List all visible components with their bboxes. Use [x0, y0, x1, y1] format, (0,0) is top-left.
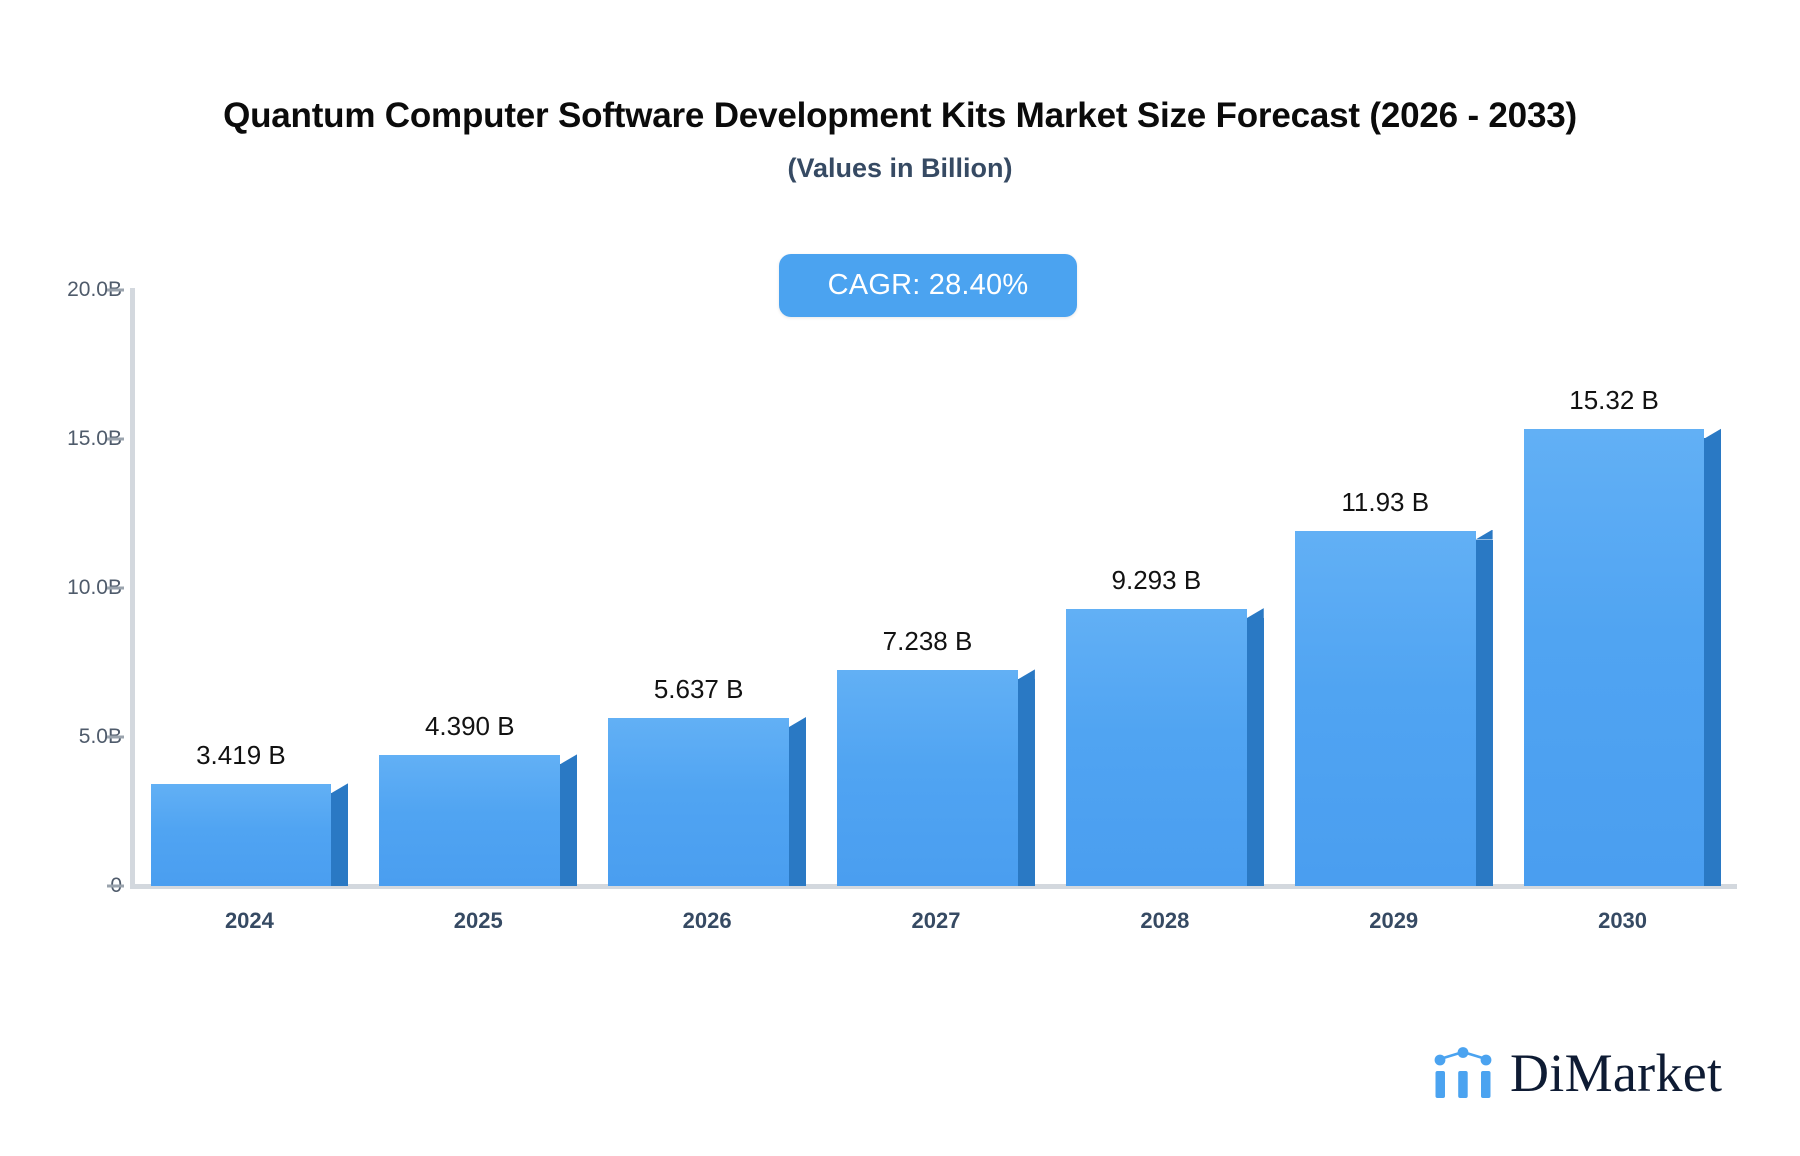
bar-2030[interactable]: 15.32 B [1523, 385, 1722, 886]
x-axis-label-2028: 2028 [1140, 908, 1190, 933]
bar-front-face [1523, 429, 1705, 886]
y-axis-tick-mark [107, 735, 124, 739]
bar-front-face [150, 784, 332, 886]
bar-side-bevel [1017, 669, 1035, 680]
bar-side-bevel [1704, 428, 1722, 439]
bar-2024[interactable]: 3.419 B [150, 740, 349, 886]
bar-front-face [1294, 530, 1476, 886]
bar-value-label: 9.293 B [1111, 565, 1202, 596]
x-axis-label-2027: 2027 [911, 908, 961, 933]
bar-2026[interactable]: 5.637 B [608, 674, 807, 886]
bar-2029[interactable]: 11.93 B [1294, 487, 1493, 886]
x-axis-label-2030: 2030 [1598, 908, 1648, 933]
x-axis-label-2024: 2024 [224, 908, 274, 933]
cagr-badge: CAGR: 28.40% [779, 254, 1077, 317]
bar-side-face [1704, 438, 1722, 886]
bar-2027[interactable]: 7.238 B [837, 626, 1035, 886]
brand-logo: DiMarket [1432, 1046, 1722, 1100]
y-axis-tick-label: 5.0B [78, 725, 122, 748]
y-axis-tick-label: 0 [0, 874, 122, 898]
bar-side-bevel [560, 754, 578, 765]
x-axis-line [130, 884, 1737, 889]
bar-front-face [837, 670, 1018, 886]
bar-value-label: 7.238 B [882, 626, 973, 657]
y-axis-tick-label: 10.0B [67, 576, 122, 599]
y-axis-tick-label: 20.0B [67, 278, 122, 301]
y-axis-line [130, 288, 135, 888]
bar-side-face [1475, 539, 1493, 886]
bar-side-face [331, 793, 349, 886]
x-axis-label-2029: 2029 [1369, 908, 1419, 933]
bar-side-face [789, 727, 807, 886]
bar-value-label: 4.390 B [424, 711, 515, 742]
bar-2025[interactable]: 4.390 B [379, 711, 578, 886]
bar-side-bevel [331, 783, 349, 794]
x-axis-label-2025: 2025 [453, 908, 503, 933]
bar-side-face [1246, 618, 1264, 886]
bar-value-label: 3.419 B [196, 740, 286, 771]
bar-side-face [1017, 679, 1035, 886]
bar-value-label: 5.637 B [653, 674, 744, 705]
bar-side-bevel [1246, 608, 1264, 619]
bar-value-label: 15.32 B [1569, 385, 1659, 416]
bar-side-bevel [789, 717, 807, 728]
y-axis-tick-mark [107, 586, 124, 590]
bar-2028[interactable]: 9.293 B [1065, 565, 1264, 886]
bar-side-bevel [1475, 529, 1493, 540]
bar-front-face [1065, 609, 1247, 886]
y-axis-tick-mark [107, 288, 124, 292]
bar-chart-plot-area: 0 5.0B 10.0B 15.0B 20.0B 3.419 B 4.390 B 5.637… [0, 278, 1737, 933]
bar-value-label: 11.93 B [1341, 486, 1430, 517]
page-title: Quantum Computer Software Development Ki… [223, 96, 1577, 135]
bar-front-face [608, 718, 790, 886]
chart-header: Quantum Computer Software Development Ki… [0, 0, 1800, 184]
bar-front-face [379, 755, 561, 886]
brand-name: DiMarket [1510, 1043, 1723, 1103]
chart-subtitle: (Values in Billion) [787, 153, 1013, 184]
bar-side-face [560, 764, 578, 886]
y-axis-tick-label: 15.0B [67, 427, 122, 450]
y-axis-tick-mark [107, 884, 124, 888]
x-axis-label-2026: 2026 [682, 908, 732, 933]
dimarket-bars-icon [1434, 1047, 1492, 1098]
y-axis-tick-mark [107, 437, 124, 441]
cagr-badge-label: CAGR: 28.40% [827, 269, 1029, 301]
